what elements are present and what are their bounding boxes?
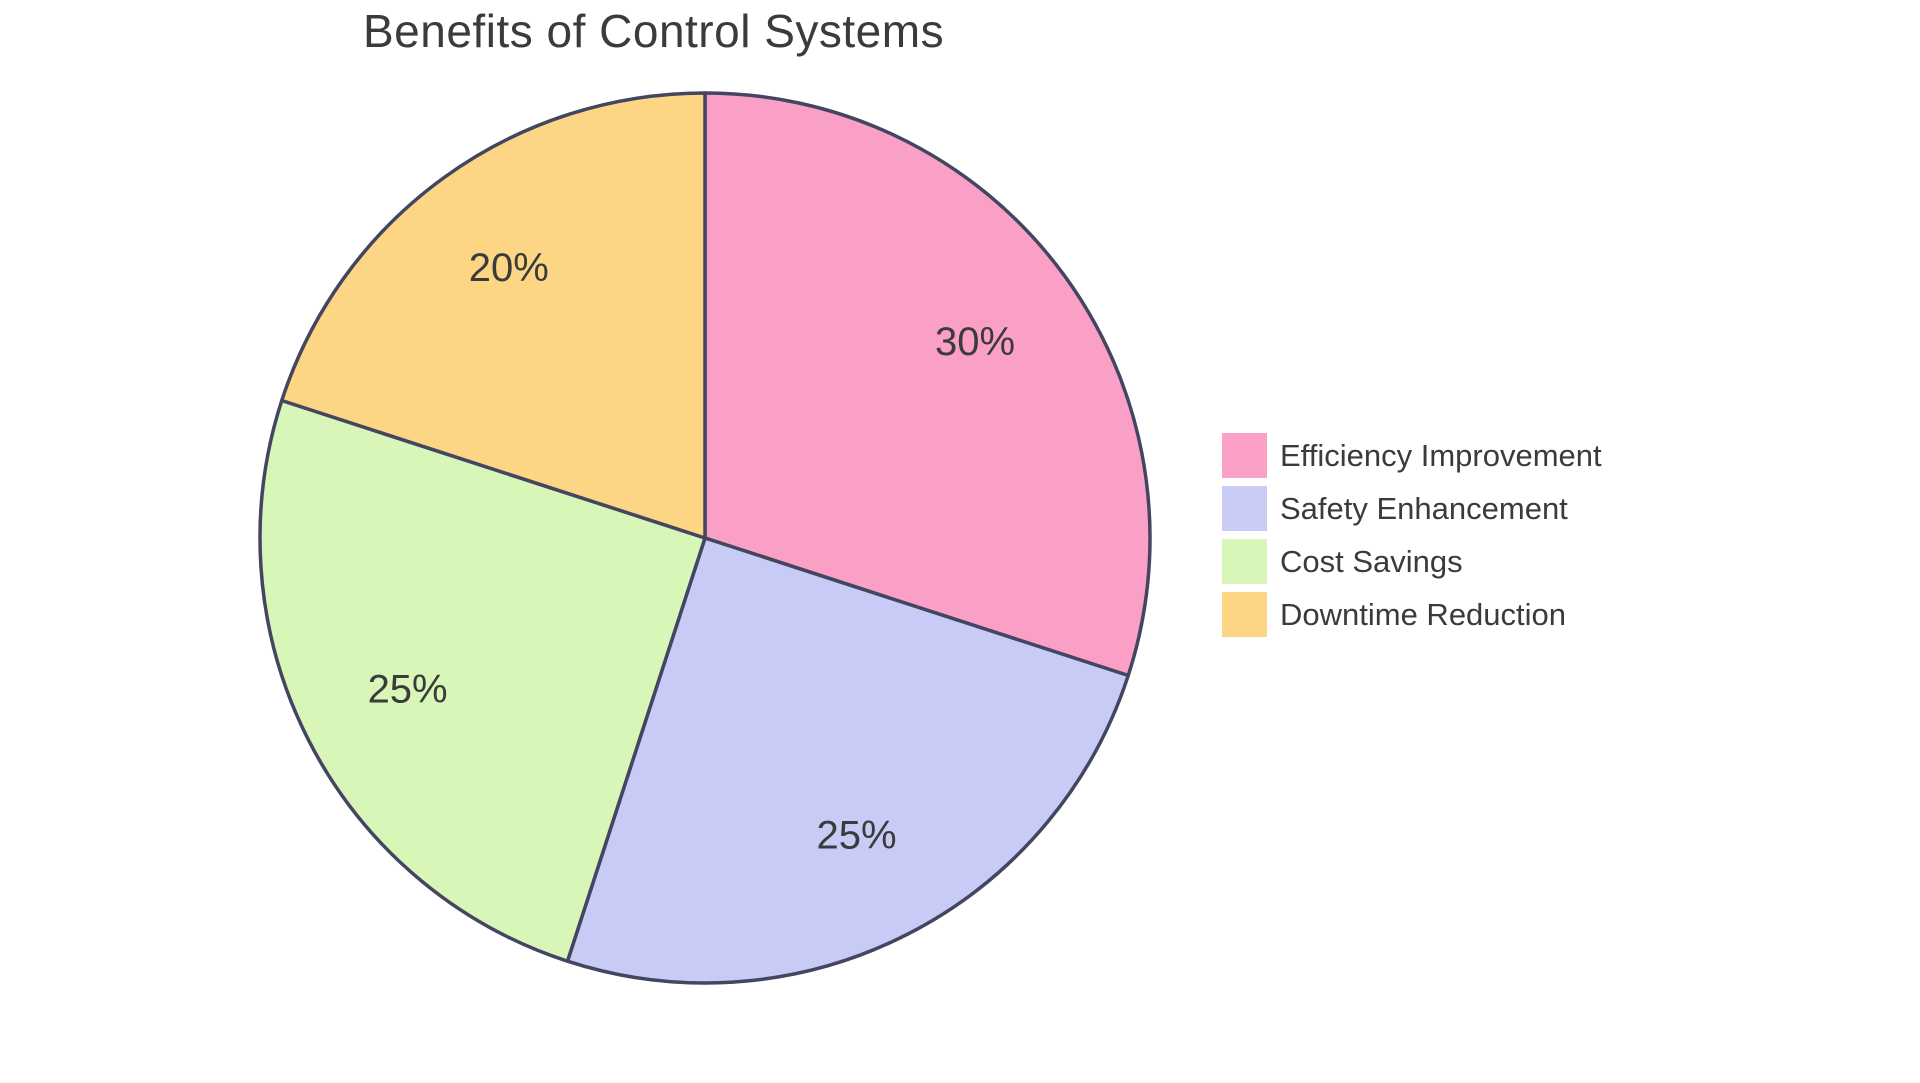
legend-label-efficiency-improvement: Efficiency Improvement bbox=[1280, 437, 1602, 473]
legend: Efficiency Improvement Safety Enhancement… bbox=[1222, 433, 1602, 637]
pie-slice-cost-savings[interactable] bbox=[258, 398, 707, 963]
legend-item-cost-savings[interactable]: Cost Savings bbox=[1222, 539, 1602, 584]
legend-item-efficiency-improvement[interactable]: Efficiency Improvement bbox=[1222, 433, 1602, 478]
legend-label-cost-savings: Cost Savings bbox=[1280, 543, 1463, 579]
slice-value-label-downtime-reduction: 20% bbox=[469, 246, 549, 290]
legend-swatch-cost-savings bbox=[1222, 539, 1267, 584]
pie-slice-downtime-reduction[interactable] bbox=[280, 91, 707, 540]
legend-item-downtime-reduction[interactable]: Downtime Reduction bbox=[1222, 592, 1602, 637]
legend-item-safety-enhancement[interactable]: Safety Enhancement bbox=[1222, 486, 1602, 531]
legend-swatch-safety-enhancement bbox=[1222, 486, 1267, 531]
legend-label-safety-enhancement: Safety Enhancement bbox=[1280, 490, 1568, 526]
slice-value-label-cost-savings: 25% bbox=[368, 668, 448, 712]
legend-swatch-efficiency-improvement bbox=[1222, 433, 1267, 478]
legend-swatch-downtime-reduction bbox=[1222, 592, 1267, 637]
slice-value-label-efficiency-improvement: 30% bbox=[935, 320, 1015, 364]
legend-label-downtime-reduction: Downtime Reduction bbox=[1280, 596, 1567, 632]
pie-slice-efficiency-improvement[interactable] bbox=[703, 91, 1152, 678]
pie-slice-safety-enhancement[interactable] bbox=[565, 536, 1130, 985]
chart-title: Benefits of Control Systems bbox=[363, 5, 945, 57]
slice-value-label-safety-enhancement: 25% bbox=[816, 813, 896, 857]
